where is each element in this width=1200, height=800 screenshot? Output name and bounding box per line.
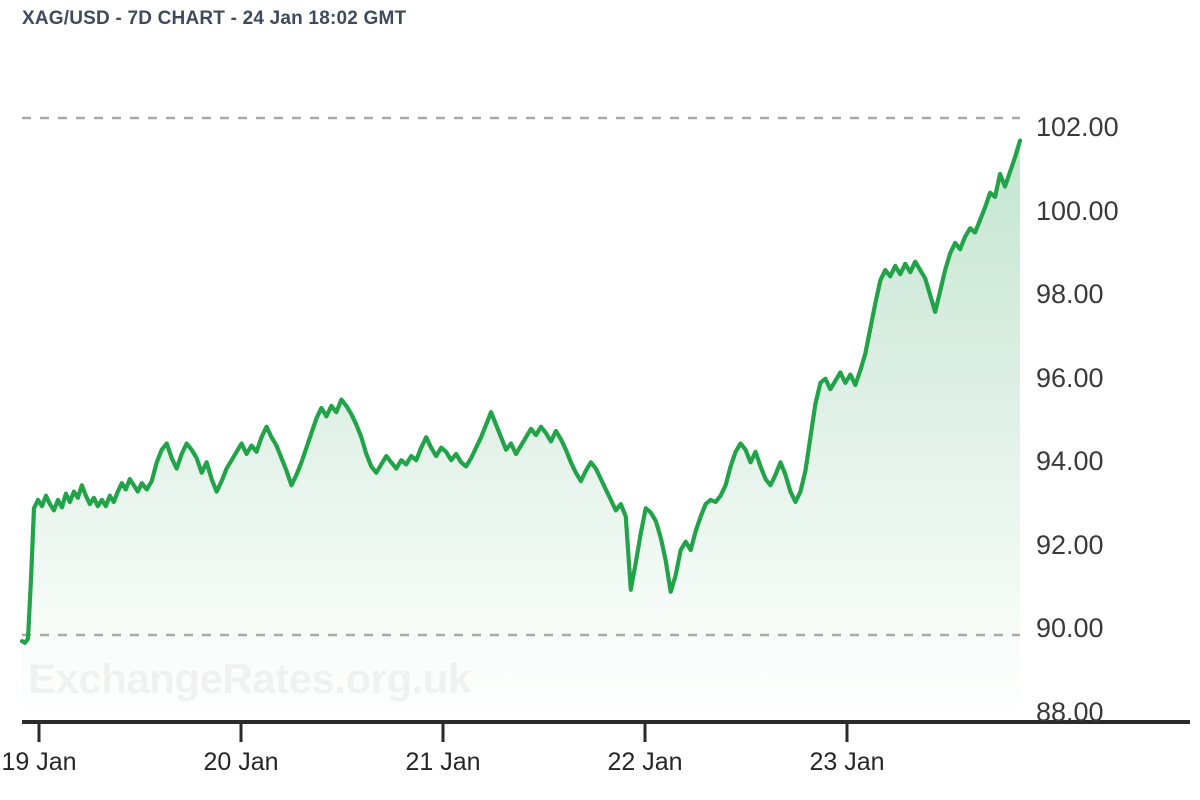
y-axis-tick-label: 94.00 — [1036, 446, 1104, 477]
x-axis-tick-label: 21 Jan — [405, 748, 481, 776]
y-axis-tick-label: 98.00 — [1036, 279, 1104, 310]
watermark: ExchangeRates.org.uk — [28, 655, 471, 702]
x-axis-tick-label: 23 Jan — [809, 748, 885, 776]
page-title: XAG/USD - 7D CHART - 24 Jan 18:02 GMT — [22, 8, 407, 29]
y-axis-tick-label: 88.00 — [1036, 697, 1104, 727]
x-axis-tick-label: 20 Jan — [203, 748, 279, 776]
y-axis-tick-label: 102.00 — [1036, 112, 1119, 142]
y-axis-tick-label: 90.00 — [1036, 613, 1104, 644]
x-axis-tick-label: 19 Jan — [1, 748, 77, 776]
y-axis-tick-label: 100.00 — [1036, 195, 1119, 226]
x-axis-ticks — [37, 722, 849, 742]
y-axis-tick-label: 92.00 — [1036, 529, 1104, 560]
price-line — [19, 138, 1023, 645]
x-axis-tick-label: 22 Jan — [607, 748, 683, 776]
area-fill — [22, 140, 1020, 723]
y-axis-tick-label: 96.00 — [1036, 362, 1104, 393]
